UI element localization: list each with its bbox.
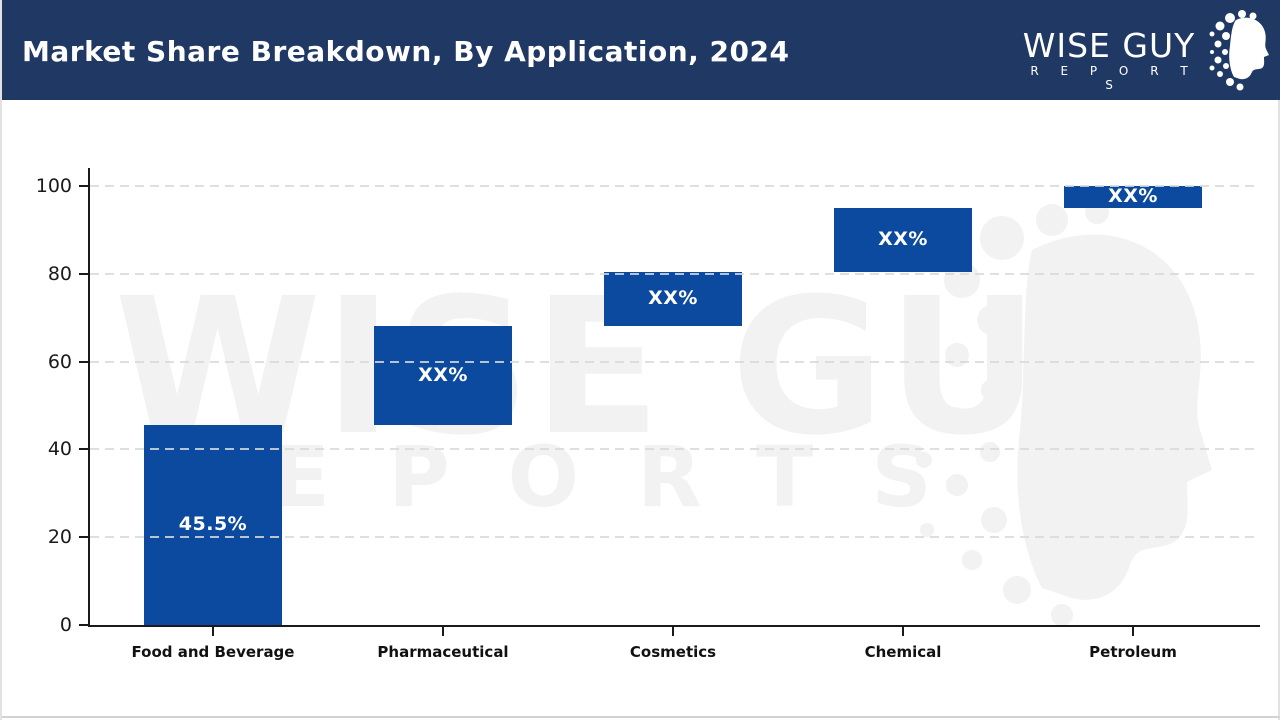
y-tick-80 [79,272,88,275]
gridline-60 [90,360,1260,363]
bottom-border [2,716,1280,718]
y-tick-0 [79,624,88,626]
bar-value-label: XX% [1108,184,1158,207]
y-tick-label: 60 [47,350,72,373]
bar-pharmaceutical [374,326,512,426]
x-tick-0 [212,627,214,636]
x-tick-2 [672,627,674,636]
bar-chemical [834,207,972,272]
bar-petroleum [1064,186,1202,208]
x-axis-line [88,625,1260,627]
bar-cosmetics [604,271,742,327]
x-category-label: Food and Beverage [131,643,295,661]
y-tick-40 [79,448,88,451]
y-tick-label: 80 [47,262,72,285]
y-tick-60 [79,360,88,363]
bar-value-label: XX% [418,363,468,386]
gridline-100 [90,185,1260,187]
x-tick-3 [902,627,904,636]
x-category-label: Chemical [864,643,942,661]
x-category-label: Pharmaceutical [377,643,509,661]
bar-value-label: 45.5% [178,513,248,536]
y-tick-20 [79,536,88,539]
y-tick-100 [79,185,88,187]
gridline-80 [90,272,1260,275]
logo-subline: R E P O R T S [1030,64,1197,92]
logo-wordmark: WISE GUY [1022,26,1196,65]
y-axis-line [88,168,90,627]
logo-face-icon [1209,10,1269,91]
y-tick-label: 40 [47,438,72,461]
bar-value-label: XX% [878,227,928,250]
bar-food-and-beverage [144,425,282,625]
bar-value-label: XX% [648,287,698,310]
y-tick-label: 20 [47,526,72,549]
gridline-20 [90,536,1260,539]
gridline-40 [90,448,1260,451]
x-category-label: Petroleum [1089,643,1177,661]
header-bar: Market Share Breakdown, By Application, … [2,0,1280,100]
x-tick-1 [442,627,444,636]
y-tick-label: 0 [59,614,72,636]
chart-title: Market Share Breakdown, By Application, … [22,35,790,68]
x-tick-4 [1132,627,1134,636]
y-tick-label: 100 [35,175,72,197]
x-category-label: Cosmetics [629,643,717,661]
brand-logo: WISE GUY R E P O R T S [1014,8,1269,92]
